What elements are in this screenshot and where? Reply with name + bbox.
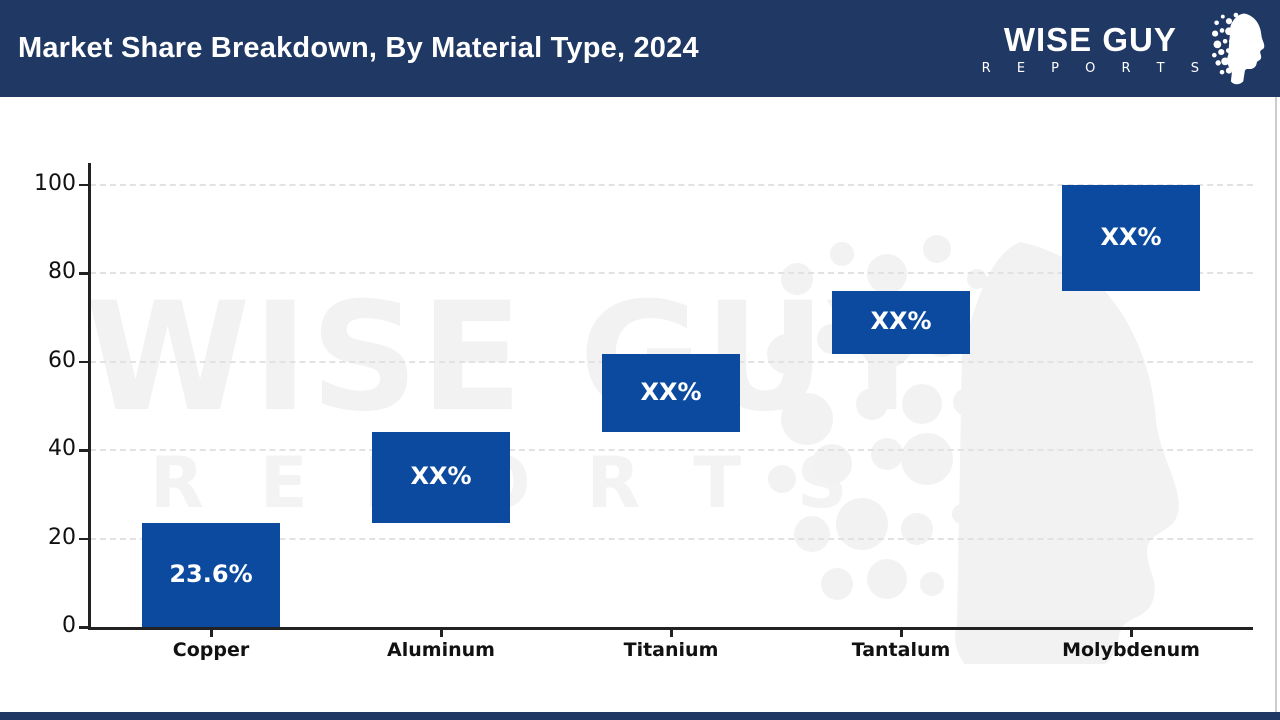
x-tick-mark (670, 629, 673, 637)
logo-wordmark-text: WISE GUY (1003, 21, 1177, 58)
x-tick-mark (440, 629, 443, 637)
gridline-40 (90, 449, 1253, 452)
y-tick-mark (79, 183, 88, 187)
bar-value-label: XX% (870, 307, 932, 336)
bar-aluminum (372, 432, 510, 523)
bar-value-label: XX% (640, 377, 702, 406)
bar-titanium (602, 353, 740, 433)
y-tick-label: 40 (48, 436, 76, 462)
y-tick-label: 100 (34, 170, 76, 196)
x-tick-mark (900, 629, 903, 637)
logo-subtext: R E P O R T S (981, 61, 1210, 76)
bar-copper (142, 522, 280, 627)
y-tick-label: 0 (62, 613, 76, 638)
y-tick-mark (79, 272, 88, 275)
y-tick-label: 80 (48, 259, 76, 285)
logo-wordmark: WISE GUY R E P O R T S (971, 21, 1210, 76)
x-tick-mark (1130, 629, 1133, 637)
bar-molybdenum (1062, 184, 1200, 291)
y-tick-label: 20 (48, 524, 76, 550)
x-axis-line (88, 627, 1253, 630)
bar-value-label: XX% (410, 462, 472, 491)
gridline-100 (90, 183, 1253, 186)
footer-bar (0, 712, 1280, 720)
y-tick-mark (79, 360, 88, 364)
right-edge-line (1275, 97, 1277, 712)
bar-value-label: XX% (1100, 222, 1162, 251)
header-bar: Market Share Breakdown, By Material Type… (0, 0, 1280, 97)
gridline-20 (90, 537, 1253, 540)
y-tick-label: 60 (48, 347, 76, 373)
x-axis-category-label: Titanium (623, 639, 719, 661)
x-axis-category-label: Aluminum (387, 639, 495, 661)
x-axis-category-label: Copper (172, 639, 250, 661)
y-tick-mark (79, 626, 88, 629)
x-axis-category-label: Molybdenum (1062, 639, 1200, 661)
bar-tantalum (832, 290, 970, 354)
y-tick-mark (79, 537, 88, 541)
y-axis-line (88, 163, 91, 629)
y-tick-mark (79, 449, 88, 452)
x-tick-mark (210, 629, 213, 637)
logo-face-icon (1212, 12, 1265, 84)
gridline-80 (90, 272, 1253, 275)
page-title: Market Share Breakdown, By Material Type… (18, 32, 699, 64)
x-axis-category-label: Tantalum (851, 639, 951, 661)
bar-value-label: 23.6% (169, 559, 253, 588)
logo: WISE GUY R E P O R T S (971, 10, 1266, 88)
